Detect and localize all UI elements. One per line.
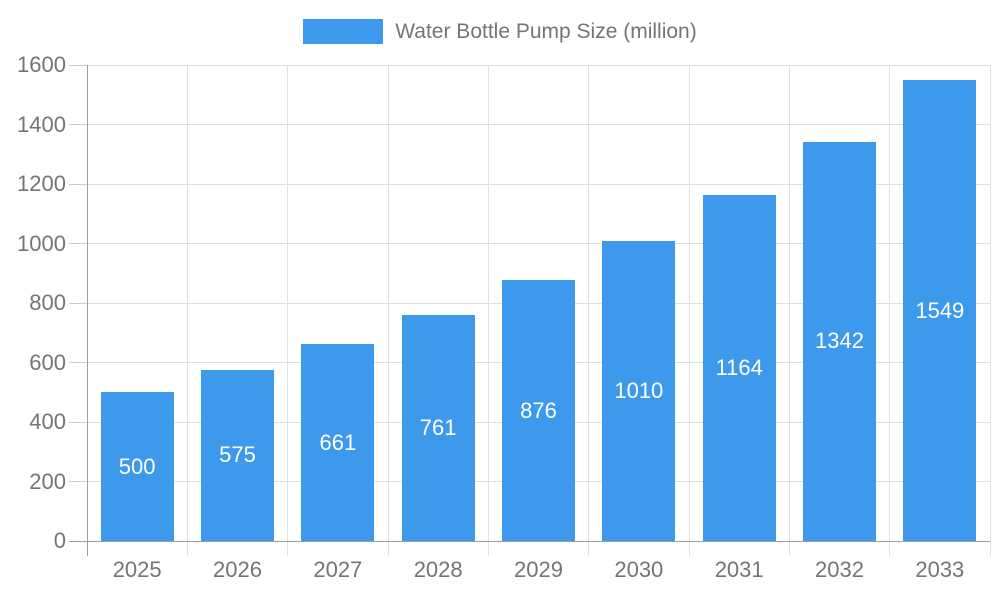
bar[interactable]: 1010: [602, 240, 676, 541]
x-tick: [989, 541, 991, 556]
bar[interactable]: 575: [201, 369, 274, 541]
x-tick-label: 2028: [413, 557, 463, 582]
bar[interactable]: 500: [100, 392, 174, 541]
h-gridline: [87, 64, 990, 66]
x-tick: [889, 541, 891, 556]
v-gridline: [186, 65, 188, 541]
v-gridline: [688, 65, 690, 541]
y-tick: [69, 481, 87, 482]
x-axis: 2025 2026 2027 2028 2029 2030 2031 2032 2033: [87, 556, 990, 586]
bar[interactable]: 761: [401, 314, 475, 541]
y-tick-label: 1000: [17, 230, 66, 256]
x-tick-label: 2026: [213, 557, 262, 582]
y-tick: [69, 302, 87, 304]
y-tick-label: 400: [29, 409, 66, 434]
x-tick: [186, 541, 188, 556]
y-tick-label: 1400: [17, 111, 66, 137]
v-gridline: [287, 65, 289, 541]
x-tick-label: 2025: [112, 557, 162, 582]
bar-value-label: 1342: [815, 328, 864, 354]
x-tick-label: 2029: [514, 557, 563, 582]
v-gridline: [989, 65, 991, 541]
x-tick: [387, 541, 389, 556]
y-tick: [69, 362, 87, 363]
y-tick: [69, 183, 87, 185]
chart-legend[interactable]: Water Bottle Pump Size (million): [0, 19, 1000, 44]
x-tick-label: 2031: [714, 557, 764, 582]
x-tick-label: 2033: [915, 557, 965, 582]
bar[interactable]: 1164: [702, 194, 776, 541]
bar[interactable]: 661: [301, 344, 375, 541]
x-axis-line: [69, 540, 990, 542]
legend-swatch[interactable]: [303, 19, 384, 44]
x-tick: [688, 541, 690, 556]
bar-value-label: 575: [219, 442, 256, 468]
y-tick-label: 0: [53, 528, 66, 553]
bar[interactable]: 876: [502, 280, 575, 541]
y-tick-label: 1600: [17, 52, 66, 77]
h-gridline: [87, 183, 990, 185]
x-tick-label: 2027: [313, 557, 363, 582]
bar-value-label: 661: [319, 429, 357, 455]
y-axis: 0 200 400 600 800 1000 1200 1400 1600: [0, 52, 66, 553]
v-gridline: [487, 65, 489, 541]
v-gridline: [387, 65, 389, 541]
y-axis-line: [86, 65, 88, 556]
x-tick: [487, 541, 489, 556]
x-tick-label: 2032: [815, 557, 864, 582]
bar-value-label: 1164: [715, 354, 763, 380]
v-gridline: [889, 65, 891, 541]
y-tick: [69, 243, 87, 244]
v-gridline: [788, 65, 790, 541]
y-tick-label: 1200: [17, 171, 66, 196]
plot-area: 500 575 661 761 876 1010 1164 1342 1549: [69, 64, 991, 556]
bar[interactable]: 1342: [803, 141, 876, 541]
x-tick: [588, 541, 590, 556]
y-tick-label: 200: [29, 468, 66, 494]
bar-value-label: 1010: [614, 377, 664, 403]
y-tick: [69, 64, 87, 66]
y-tick-label: 800: [29, 290, 66, 315]
v-gridline: [588, 65, 590, 541]
x-tick: [788, 541, 790, 556]
legend-label: Water Bottle Pump Size (million): [395, 19, 697, 43]
bar[interactable]: 1549: [903, 80, 977, 541]
x-tick-label: 2030: [614, 557, 664, 582]
y-tick: [69, 124, 87, 125]
bar-value-label: 500: [118, 453, 156, 479]
bar-value-label: 761: [419, 414, 457, 440]
y-tick: [69, 421, 87, 423]
x-tick: [287, 541, 289, 556]
bar-value-label: 1549: [915, 297, 965, 323]
h-gridline: [87, 243, 990, 244]
bar-value-label: 876: [520, 397, 557, 423]
y-tick-label: 600: [29, 349, 66, 375]
h-gridline: [87, 124, 990, 125]
